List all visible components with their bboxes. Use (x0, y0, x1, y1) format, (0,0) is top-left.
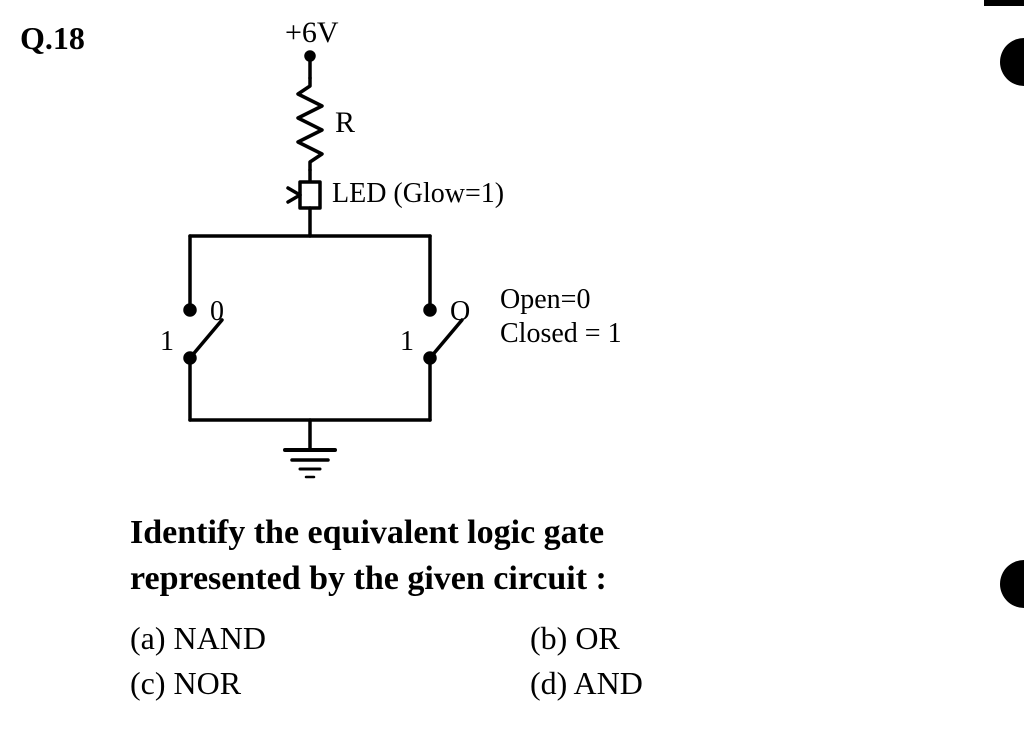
option-row: (a) NAND (b) OR (130, 620, 930, 657)
option-a[interactable]: (a) NAND (130, 620, 530, 657)
page-edge-dot (1000, 560, 1024, 608)
led-emission-icon (288, 188, 300, 202)
page-edge-dot (1000, 38, 1024, 86)
option-d[interactable]: (d) AND (530, 665, 930, 702)
switch-b-closed-label: 1 (400, 326, 414, 357)
switch-b-upper-terminal (425, 305, 435, 315)
switch-a-upper-terminal (185, 305, 195, 315)
switch-a-open-label: 0 (210, 296, 224, 327)
resistor-label: R (335, 106, 355, 139)
prompt-line: Identify the equivalent logic gate (130, 514, 604, 551)
resistor (298, 78, 322, 170)
circuit-svg: +6V R LED (Glow=1) Open=0 Closed = 1 1 0… (130, 20, 690, 490)
question-prompt: Identify the equivalent logic gate repre… (130, 510, 930, 602)
option-row: (c) NOR (d) AND (130, 665, 930, 702)
option-b[interactable]: (b) OR (530, 620, 930, 657)
switch-b-open-label: O (450, 296, 470, 327)
supply-label: +6V (285, 20, 339, 49)
switch-a-closed-label: 1 (160, 326, 174, 357)
legend-open: Open=0 (500, 284, 590, 315)
led-label: LED (Glow=1) (332, 178, 504, 209)
page: Q.18 (0, 0, 1024, 739)
option-c[interactable]: (c) NOR (130, 665, 530, 702)
led-icon (300, 182, 320, 208)
question-number: Q.18 (20, 20, 85, 57)
prompt-line: represented by the given circuit : (130, 560, 607, 597)
legend-closed: Closed = 1 (500, 318, 622, 349)
page-edge-rule (984, 0, 1024, 6)
circuit-diagram: +6V R LED (Glow=1) Open=0 Closed = 1 1 0… (130, 20, 690, 490)
answer-options: (a) NAND (b) OR (c) NOR (d) AND (130, 620, 930, 710)
